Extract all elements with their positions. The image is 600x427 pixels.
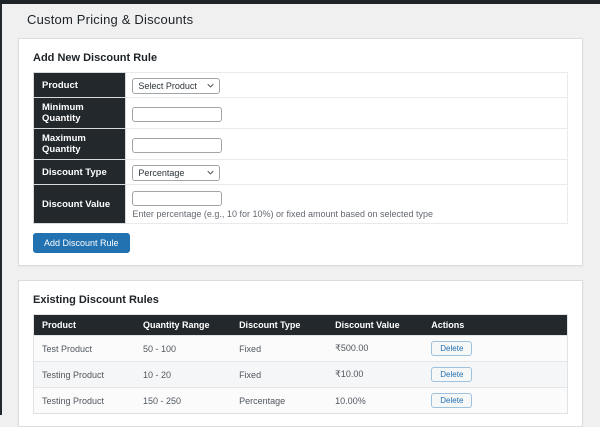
add-discount-rule-button[interactable]: Add Discount Rule (33, 233, 130, 253)
add-rule-heading: Add New Discount Rule (33, 52, 158, 64)
existing-rules-card: Existing Discount Rules Product Quantity… (18, 280, 583, 427)
chevron-down-icon (207, 81, 215, 91)
discount-type-select-value: Percentage (138, 168, 185, 178)
discount-value-description: Enter percentage (e.g., 10 for 10%) or f… (132, 209, 434, 219)
cell-quantity-range: 150 - 250 (134, 387, 232, 414)
column-header-actions: Actions (423, 314, 568, 336)
column-header-discount-type: Discount Type (231, 314, 328, 336)
delete-button[interactable]: Delete (431, 367, 473, 382)
cell-quantity-range: 50 - 100 (134, 335, 232, 362)
table-header-row: Product Quantity Range Discount Type Dis… (33, 314, 568, 336)
cell-discount-value: ₹10.00 (327, 361, 424, 388)
cell-discount-value: 10.00% (327, 387, 424, 414)
field-label-discount-type: Discount Type (32, 159, 127, 185)
field-label-minimum-quantity: Minimum Quantity (32, 97, 127, 129)
existing-rules-table: Product Quantity Range Discount Type Dis… (33, 314, 568, 414)
chevron-down-icon (207, 168, 215, 178)
form-row-discount-type: Discount Type Percentage (32, 159, 568, 185)
add-rule-card: Add New Discount Rule Product Select Pro… (18, 38, 583, 266)
cell-discount-type: Fixed (231, 335, 328, 362)
delete-button[interactable]: Delete (431, 341, 473, 356)
cell-product: Test Product (33, 335, 135, 362)
table-row: Test Product 50 - 100 Fixed ₹500.00 Dele… (33, 335, 568, 362)
discount-value-input[interactable] (132, 190, 223, 206)
minimum-quantity-input[interactable] (132, 106, 223, 122)
admin-page: Custom Pricing & Discounts Add New Disco… (2, 4, 600, 427)
cell-discount-type: Percentage (231, 387, 328, 414)
existing-rules-heading: Existing Discount Rules (33, 294, 159, 306)
form-row-discount-value: Discount Value Enter percentage (e.g., 1… (32, 184, 568, 224)
delete-button[interactable]: Delete (431, 393, 473, 408)
form-row-maximum-quantity: Maximum Quantity (32, 128, 568, 160)
product-select-value: Select Product (138, 81, 197, 91)
maximum-quantity-input[interactable] (132, 137, 223, 153)
cell-discount-value: ₹500.00 (327, 335, 424, 362)
cell-discount-type: Fixed (231, 361, 328, 388)
add-rule-form-table: Product Select Product Minimum Quantity … (32, 72, 568, 224)
table-row: Testing Product 150 - 250 Percentage 10.… (33, 387, 568, 414)
cell-product: Testing Product (33, 361, 135, 388)
discount-type-select[interactable]: Percentage (132, 165, 221, 181)
column-header-quantity-range: Quantity Range (134, 314, 232, 336)
page-title: Custom Pricing & Discounts (27, 12, 194, 27)
field-label-product: Product (32, 72, 127, 98)
field-label-discount-value: Discount Value (32, 184, 127, 224)
field-label-maximum-quantity: Maximum Quantity (32, 128, 127, 160)
cell-product: Testing Product (33, 387, 135, 414)
form-row-product: Product Select Product (32, 72, 568, 98)
column-header-product: Product (33, 314, 135, 336)
table-row: Testing Product 10 - 20 Fixed ₹10.00 Del… (33, 361, 568, 388)
window-top-border (0, 0, 600, 4)
column-header-discount-value: Discount Value (327, 314, 424, 336)
form-row-minimum-quantity: Minimum Quantity (32, 97, 568, 129)
product-select[interactable]: Select Product (132, 78, 221, 94)
cell-quantity-range: 10 - 20 (134, 361, 232, 388)
